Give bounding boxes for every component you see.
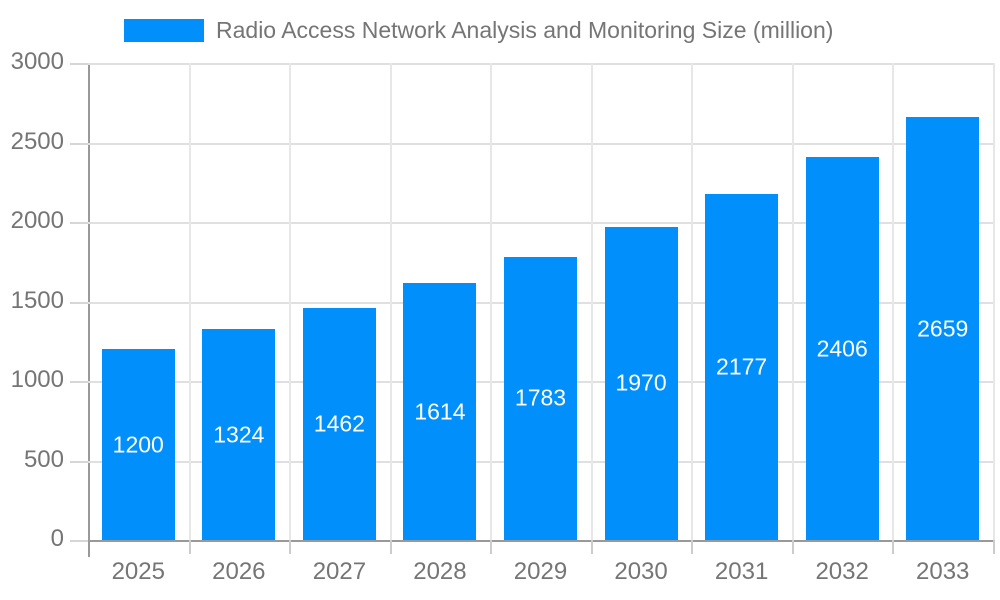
bar-value-label: 2177 — [716, 353, 768, 380]
y-tick-mark — [70, 460, 88, 463]
y-tick-mark — [70, 301, 88, 304]
bar-value-label: 2406 — [816, 335, 868, 362]
x-tick-mark — [389, 540, 392, 554]
x-gridline — [490, 63, 493, 540]
x-tick-mark — [188, 540, 191, 554]
x-tick-label: 2033 — [916, 558, 970, 585]
x-gridline — [993, 63, 995, 540]
x-tick-mark — [88, 540, 90, 557]
y-tick-mark — [70, 540, 88, 542]
bar[interactable] — [604, 226, 678, 540]
bar[interactable] — [101, 349, 175, 540]
x-gridline — [892, 63, 895, 540]
y-gridline — [88, 142, 993, 145]
x-tick-mark — [791, 540, 794, 554]
bar[interactable] — [805, 157, 879, 540]
x-tick-label: 2025 — [111, 558, 165, 585]
legend[interactable]: Radio Access Network Analysis and Monito… — [124, 17, 833, 44]
y-gridline — [88, 222, 993, 224]
x-tick-mark — [590, 540, 593, 554]
y-tick-label: 0 — [50, 524, 64, 552]
bar-value-label: 1324 — [213, 421, 265, 448]
y-tick-mark — [70, 142, 88, 145]
bar[interactable] — [504, 256, 577, 540]
x-tick-label: 2027 — [312, 558, 367, 585]
bar-value-label: 1783 — [514, 384, 567, 411]
bar[interactable] — [705, 193, 779, 540]
y-tick-label: 1000 — [10, 365, 64, 393]
x-tick-label: 2030 — [614, 558, 668, 585]
plot-area: 0 500 1000 1500 2000 2500 3000 1200 2025 1324 2026… — [11, 48, 995, 585]
x-tick-label: 2026 — [212, 558, 266, 585]
bar-value-label: 1970 — [615, 369, 667, 396]
y-tick-mark — [70, 381, 88, 383]
x-gridline — [590, 63, 593, 540]
x-gridline — [691, 63, 694, 540]
bar[interactable] — [906, 117, 980, 540]
y-tick-label: 1500 — [10, 286, 64, 314]
bar-value-label: 2659 — [917, 315, 969, 342]
x-gridline — [188, 63, 191, 540]
x-gridline — [389, 63, 392, 540]
x-gridline — [289, 63, 292, 540]
bar[interactable] — [302, 307, 376, 540]
x-tick-label: 2032 — [815, 558, 869, 585]
legend-label: Radio Access Network Analysis and Monito… — [216, 17, 834, 43]
x-tick-label: 2031 — [714, 558, 769, 585]
x-tick-label: 2028 — [413, 558, 467, 585]
x-tick-mark — [691, 540, 694, 554]
y-gridline — [88, 63, 993, 65]
y-tick-label: 2500 — [10, 127, 64, 155]
x-tick-mark — [289, 540, 292, 554]
bar-value-label: 1614 — [414, 398, 466, 425]
legend-swatch — [124, 19, 204, 42]
bar[interactable] — [403, 283, 477, 540]
x-tick-mark — [490, 540, 493, 554]
x-tick-label: 2029 — [513, 558, 568, 585]
y-tick-mark — [70, 222, 88, 224]
y-tick-label: 3000 — [10, 47, 64, 75]
y-tick-mark — [70, 63, 88, 65]
bar[interactable] — [202, 329, 276, 540]
x-axis-line — [70, 540, 993, 542]
bar-value-label: 1200 — [112, 431, 164, 458]
bar-value-label: 1462 — [313, 410, 365, 437]
y-tick-label: 500 — [23, 445, 64, 473]
x-tick-mark — [892, 540, 895, 554]
y-tick-label: 2000 — [10, 206, 64, 234]
x-gridline — [791, 63, 794, 540]
x-tick-mark — [993, 540, 995, 554]
